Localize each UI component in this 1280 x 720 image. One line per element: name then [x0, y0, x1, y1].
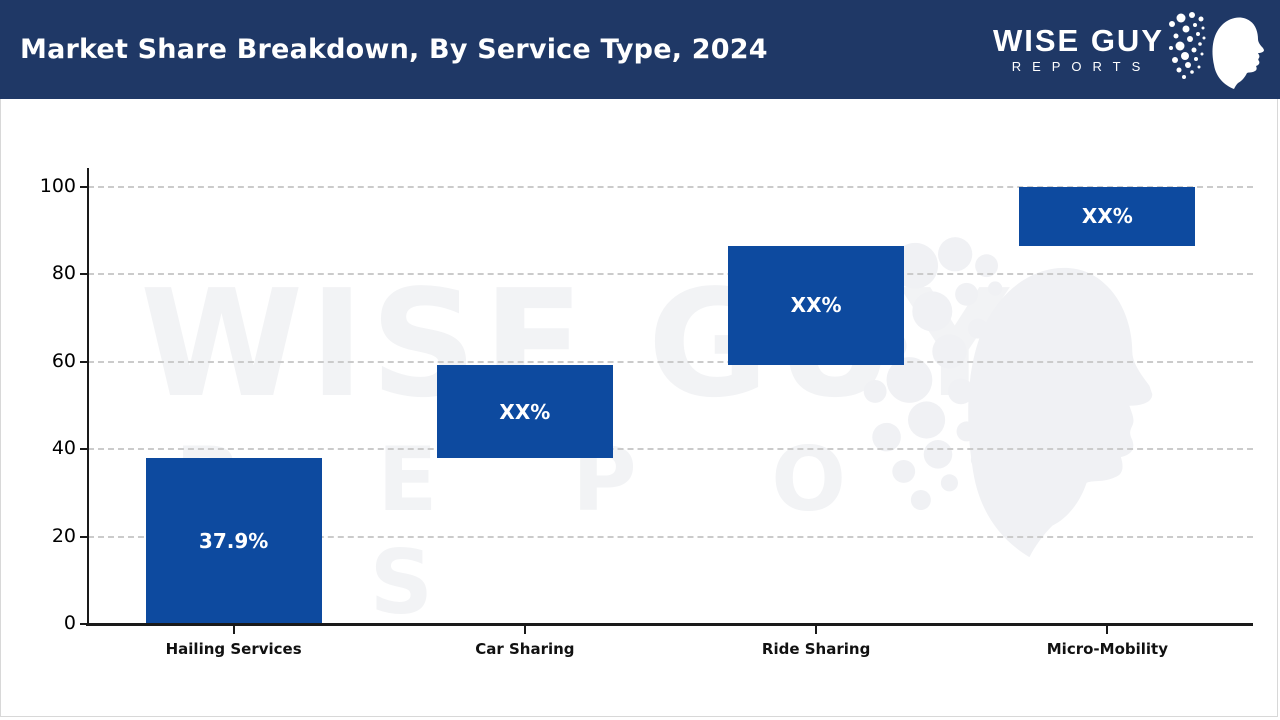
- x-tick-mark-ride-sharing: [815, 626, 818, 634]
- brand-logo: WISE GUY REPORTS: [993, 9, 1266, 91]
- bar-micro-mobility: XX%: [1019, 187, 1196, 246]
- bar-ride-sharing: XX%: [728, 245, 905, 365]
- x-tick-mark-hailing-services: [232, 626, 235, 634]
- header-bar: Market Share Breakdown, By Service Type,…: [0, 0, 1280, 99]
- brand-logo-text: WISE GUY REPORTS: [992, 22, 1164, 75]
- x-category-label-micro-mobility: Micro-Mobility: [1046, 640, 1168, 658]
- gridline-40: [88, 448, 1253, 451]
- gridline-80: [88, 273, 1253, 276]
- y-tick-mark-40: [80, 448, 88, 451]
- y-tick-mark-0: [80, 623, 88, 625]
- gridline-60: [88, 360, 1253, 363]
- x-category-label-hailing-services: Hailing Services: [165, 640, 302, 658]
- brand-face-icon: [1169, 11, 1264, 89]
- y-tick-label-60: 60: [51, 349, 76, 372]
- gridline-100: [88, 186, 1253, 188]
- brand-name: WISE GUY: [992, 22, 1164, 58]
- gridline-20: [88, 535, 1253, 538]
- x-category-label-car-sharing: Car Sharing: [475, 640, 575, 658]
- y-tick-label-20: 20: [51, 524, 76, 547]
- x-tick-mark-car-sharing: [523, 626, 526, 634]
- y-tick-label-0: 0: [63, 612, 76, 634]
- bar-car-sharing: XX%: [436, 364, 613, 459]
- brand-subname: REPORTS: [1011, 59, 1152, 75]
- y-tick-label-40: 40: [51, 437, 76, 460]
- x-axis-spine: [86, 623, 1253, 626]
- x-tick-mark-micro-mobility: [1106, 626, 1109, 634]
- y-axis-spine: [87, 168, 89, 626]
- page-title: Market Share Breakdown, By Service Type,…: [20, 34, 768, 65]
- bar-value-label-hailing-services: 37.9%: [198, 529, 269, 554]
- x-category-label-ride-sharing: Ride Sharing: [761, 640, 871, 658]
- bar-value-label-micro-mobility: XX%: [1081, 204, 1133, 229]
- bar-value-label-car-sharing: XX%: [499, 399, 551, 424]
- y-tick-mark-80: [80, 273, 88, 276]
- bar-hailing-services: 37.9%: [145, 458, 322, 624]
- y-tick-label-80: 80: [51, 262, 76, 285]
- bar-value-label-ride-sharing: XX%: [790, 293, 842, 318]
- y-tick-label-100: 100: [39, 175, 76, 197]
- y-tick-mark-100: [80, 186, 88, 188]
- y-tick-mark-20: [80, 535, 88, 538]
- y-tick-mark-60: [80, 360, 88, 363]
